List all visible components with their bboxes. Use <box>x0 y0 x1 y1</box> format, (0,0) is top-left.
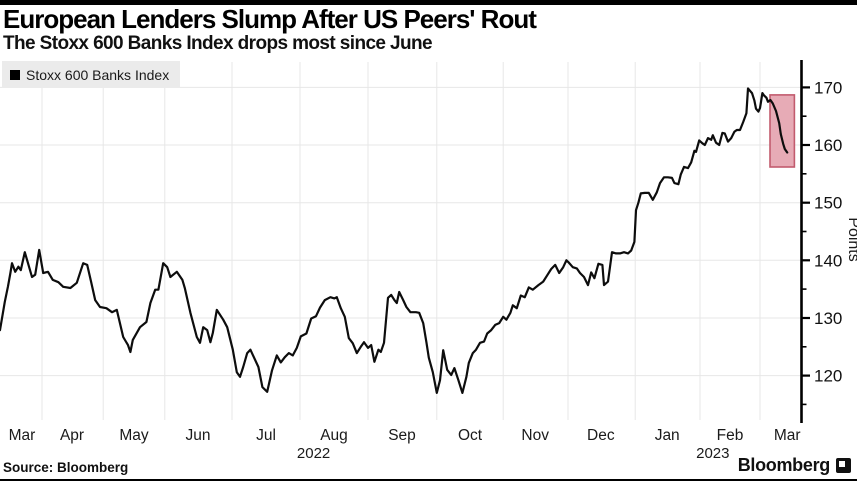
y-tick-label: 120 <box>814 367 842 386</box>
x-month-label: Jul <box>256 427 276 444</box>
x-month-label: May <box>119 427 149 444</box>
x-month-label: Oct <box>458 427 483 444</box>
x-year-label: 2022 <box>297 445 330 462</box>
y-tick-label: 150 <box>814 194 842 213</box>
page-title: European Lenders Slump After US Peers' R… <box>3 4 537 34</box>
top-rule <box>0 0 857 5</box>
x-month-label: Jun <box>186 427 211 444</box>
index-line <box>0 87 789 394</box>
x-month-label: Mar <box>774 427 801 444</box>
x-month-label: Jan <box>655 427 680 444</box>
y-tick-label: 170 <box>814 78 842 97</box>
y-tick-label: 140 <box>814 251 842 270</box>
y-axis-title: Points <box>845 217 857 261</box>
x-month-label: Sep <box>388 427 416 444</box>
legend-marker-icon <box>10 69 20 80</box>
y-tick-label: 160 <box>814 136 842 155</box>
legend-label: Stoxx 600 Banks Index <box>26 66 170 83</box>
bloomberg-logo: Bloomberg <box>738 455 851 476</box>
chart-legend: Stoxx 600 Banks Index <box>2 61 181 88</box>
x-year-label: 2023 <box>696 445 729 462</box>
bloomberg-mark-icon <box>836 458 851 473</box>
x-month-label: Mar <box>9 427 36 444</box>
x-month-label: Nov <box>521 427 549 444</box>
bottom-rule <box>0 478 857 481</box>
page-subtitle: The Stoxx 600 Banks Index drops most sin… <box>3 33 433 54</box>
x-month-label: Aug <box>320 427 348 444</box>
x-month-label: Feb <box>717 427 744 444</box>
source-note: Source: Bloomberg <box>3 460 129 475</box>
x-month-label: Dec <box>587 427 615 444</box>
y-tick-label: 130 <box>814 309 842 328</box>
x-month-label: Apr <box>60 427 84 444</box>
bloomberg-wordmark: Bloomberg <box>737 455 831 475</box>
